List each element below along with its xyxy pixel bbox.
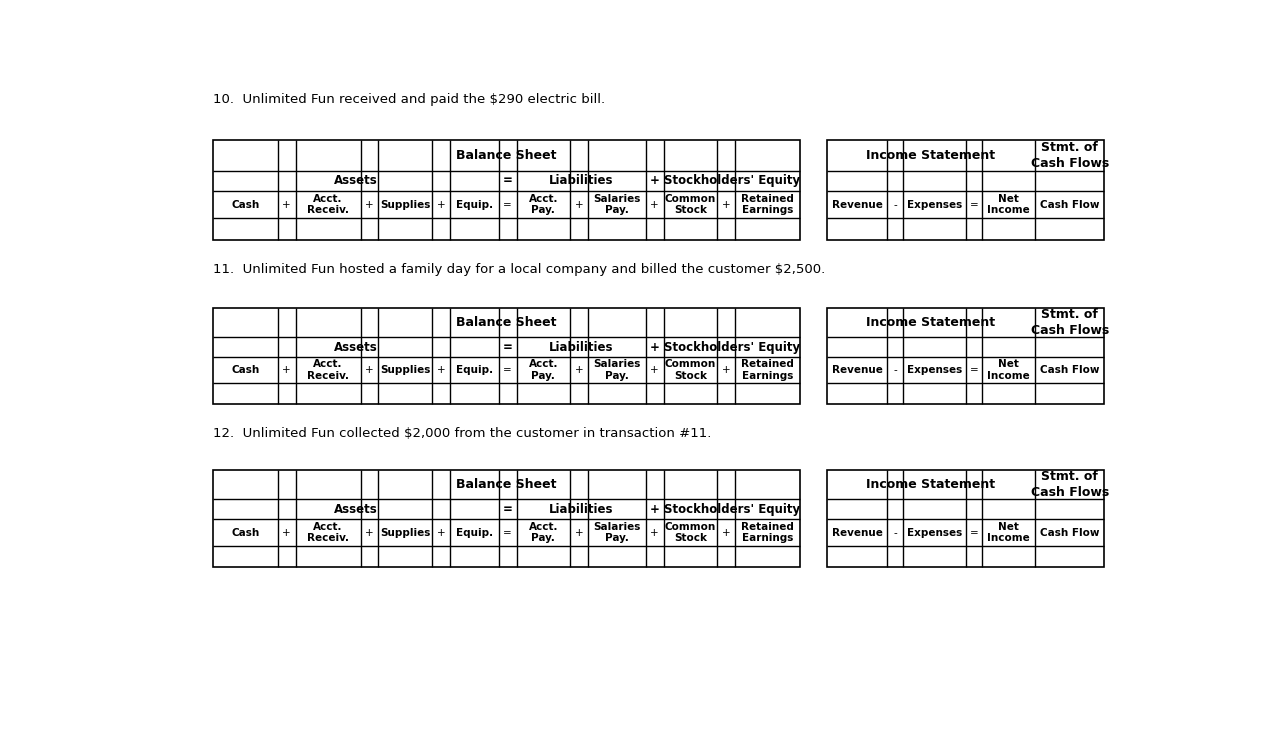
Text: 12.  Unlimited Fun collected $2,000 from the customer in transaction #11.: 12. Unlimited Fun collected $2,000 from …	[212, 427, 712, 440]
Text: Cash: Cash	[232, 528, 260, 538]
Bar	[212, 470, 800, 568]
Text: Assets: Assets	[334, 503, 378, 516]
Text: Equip.: Equip.	[456, 200, 493, 209]
Bar	[827, 470, 1103, 568]
Text: Salaries
Pay.: Salaries Pay.	[593, 359, 640, 381]
Text: Revenue: Revenue	[832, 528, 882, 538]
Text: +: +	[650, 503, 659, 516]
Text: Expenses: Expenses	[908, 365, 963, 375]
Text: +: +	[436, 365, 445, 375]
Text: 10.  Unlimited Fun received and paid the $290 electric bill.: 10. Unlimited Fun received and paid the …	[212, 93, 605, 106]
Text: +: +	[650, 340, 659, 354]
Text: Net
Income: Net Income	[987, 522, 1030, 544]
Bar	[827, 140, 1103, 240]
Text: Cash: Cash	[232, 365, 260, 375]
Text: Equip.: Equip.	[456, 365, 493, 375]
Text: =: =	[969, 200, 978, 209]
Text: Acct.
Receiv.: Acct. Receiv.	[307, 522, 349, 544]
Text: =: =	[969, 528, 978, 538]
Text: Net
Income: Net Income	[987, 194, 1030, 215]
Text: Income Statement: Income Statement	[867, 478, 996, 491]
Text: =: =	[503, 365, 512, 375]
Text: +: +	[650, 174, 659, 188]
Text: +: +	[283, 365, 291, 375]
Text: +: +	[722, 200, 731, 209]
Text: Stockholders' Equity: Stockholders' Equity	[664, 503, 800, 516]
Text: Cash Flow: Cash Flow	[1039, 528, 1100, 538]
Text: 11.  Unlimited Fun hosted a family day for a local company and billed the custom: 11. Unlimited Fun hosted a family day fo…	[212, 262, 824, 275]
Text: =: =	[503, 174, 513, 188]
Text: Retained
Earnings: Retained Earnings	[741, 522, 794, 544]
Text: =: =	[503, 340, 513, 354]
Text: +: +	[283, 200, 291, 209]
Text: =: =	[503, 200, 512, 209]
Text: Acct.
Pay.: Acct. Pay.	[529, 359, 558, 381]
Text: +: +	[365, 528, 374, 538]
Bar	[212, 140, 800, 240]
Text: Liabilities: Liabilities	[549, 340, 613, 354]
Bar	[827, 308, 1103, 404]
Text: +: +	[650, 528, 659, 538]
Text: Net
Income: Net Income	[987, 359, 1030, 381]
Text: Expenses: Expenses	[908, 528, 963, 538]
Text: Balance Sheet: Balance Sheet	[456, 478, 557, 491]
Text: =: =	[969, 365, 978, 375]
Text: Equip.: Equip.	[456, 528, 493, 538]
Text: +: +	[722, 365, 731, 375]
Text: Acct.
Receiv.: Acct. Receiv.	[307, 194, 349, 215]
Text: Cash Flow: Cash Flow	[1039, 200, 1100, 209]
Text: +: +	[722, 528, 731, 538]
Text: -: -	[893, 365, 897, 375]
Text: Common
Stock: Common Stock	[664, 194, 716, 215]
Text: Supplies: Supplies	[380, 200, 430, 209]
Text: +: +	[436, 528, 445, 538]
Text: Stockholders' Equity: Stockholders' Equity	[664, 340, 800, 354]
Text: -: -	[893, 200, 897, 209]
Text: +: +	[575, 200, 584, 209]
Text: Liabilities: Liabilities	[549, 503, 613, 516]
Text: Salaries
Pay.: Salaries Pay.	[593, 194, 640, 215]
Text: +: +	[365, 365, 374, 375]
Text: Stmt. of
Cash Flows: Stmt. of Cash Flows	[1030, 308, 1108, 337]
Text: Supplies: Supplies	[380, 528, 430, 538]
Text: Expenses: Expenses	[908, 200, 963, 209]
Text: +: +	[436, 200, 445, 209]
Text: Acct.
Receiv.: Acct. Receiv.	[307, 359, 349, 381]
Text: +: +	[283, 528, 291, 538]
Text: Retained
Earnings: Retained Earnings	[741, 194, 794, 215]
Text: Revenue: Revenue	[832, 200, 882, 209]
Text: Salaries
Pay.: Salaries Pay.	[593, 522, 640, 544]
Text: =: =	[503, 528, 512, 538]
Text: Assets: Assets	[334, 174, 378, 188]
Text: =: =	[503, 503, 513, 516]
Text: +: +	[365, 200, 374, 209]
Text: Stockholders' Equity: Stockholders' Equity	[664, 174, 800, 188]
Text: Common
Stock: Common Stock	[664, 359, 716, 381]
Text: +: +	[575, 528, 584, 538]
Bar	[212, 308, 800, 404]
Text: Acct.
Pay.: Acct. Pay.	[529, 194, 558, 215]
Text: Income Statement: Income Statement	[867, 148, 996, 162]
Text: Cash: Cash	[232, 200, 260, 209]
Text: Acct.
Pay.: Acct. Pay.	[529, 522, 558, 544]
Text: Income Statement: Income Statement	[867, 316, 996, 329]
Text: +: +	[650, 365, 659, 375]
Text: Balance Sheet: Balance Sheet	[456, 148, 557, 162]
Text: Assets: Assets	[334, 340, 378, 354]
Text: Liabilities: Liabilities	[549, 174, 613, 188]
Text: +: +	[575, 365, 584, 375]
Text: -: -	[893, 528, 897, 538]
Text: Stmt. of
Cash Flows: Stmt. of Cash Flows	[1030, 470, 1108, 499]
Text: Revenue: Revenue	[832, 365, 882, 375]
Text: Stmt. of
Cash Flows: Stmt. of Cash Flows	[1030, 141, 1108, 170]
Text: Retained
Earnings: Retained Earnings	[741, 359, 794, 381]
Text: +: +	[650, 200, 659, 209]
Text: Balance Sheet: Balance Sheet	[456, 316, 557, 329]
Text: Supplies: Supplies	[380, 365, 430, 375]
Text: Cash Flow: Cash Flow	[1039, 365, 1100, 375]
Text: Common
Stock: Common Stock	[664, 522, 716, 544]
